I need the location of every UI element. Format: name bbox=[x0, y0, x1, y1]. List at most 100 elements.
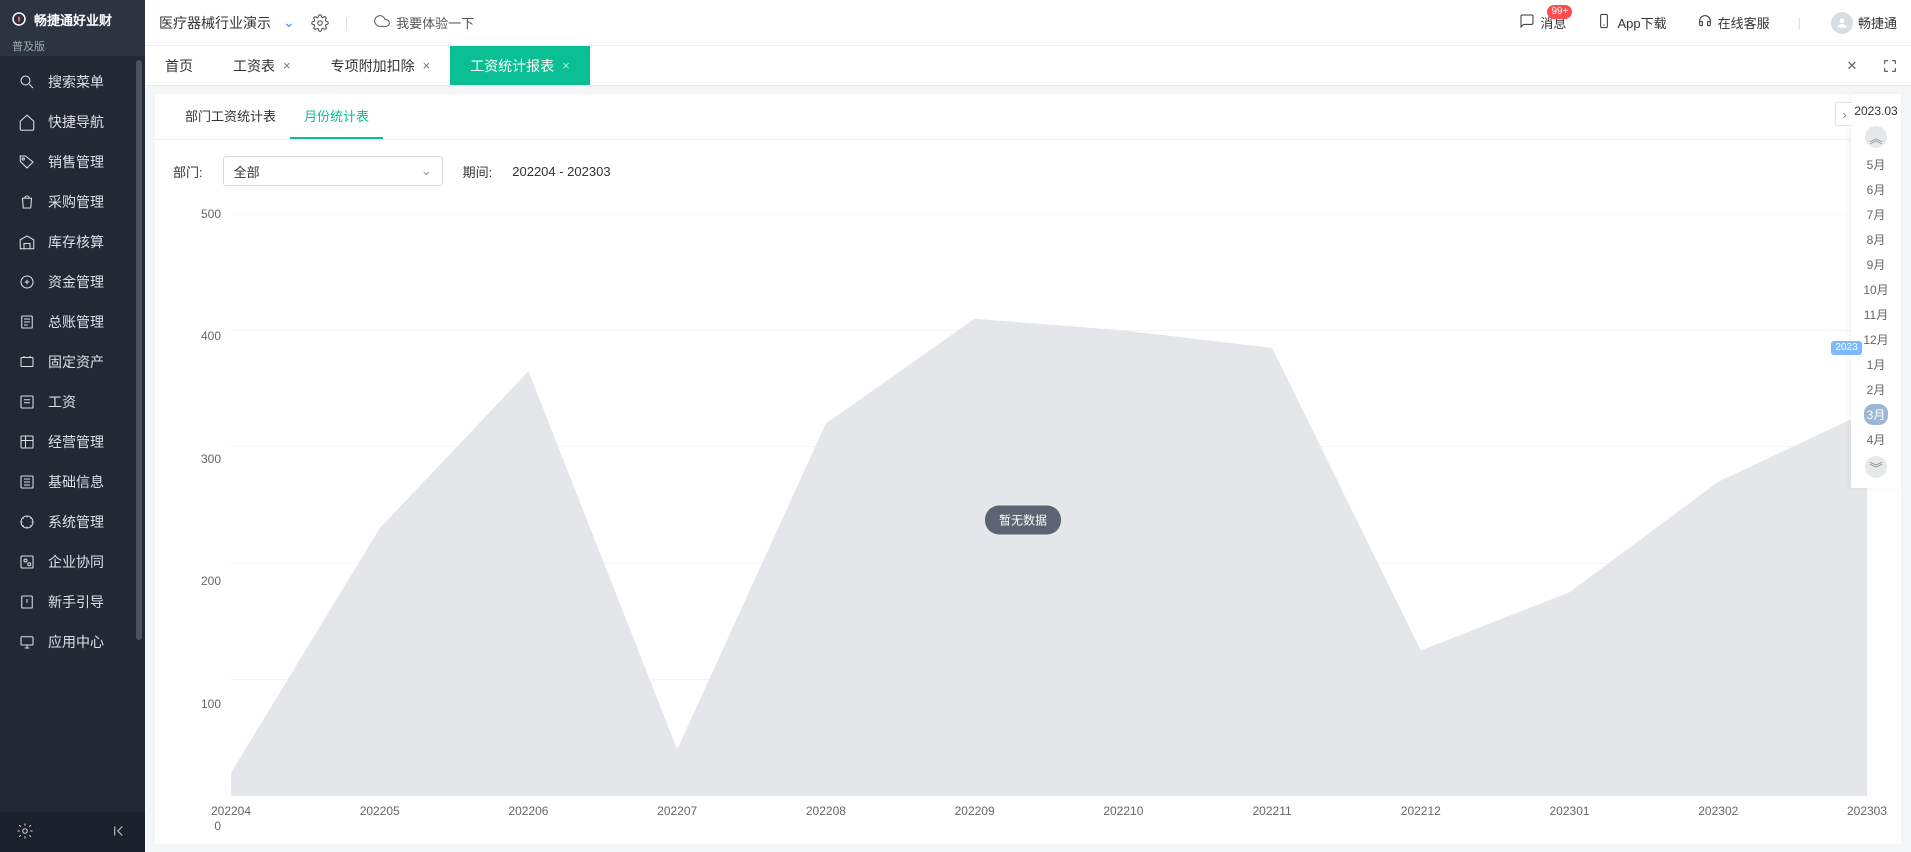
sidebar-item-9[interactable]: 经营管理 bbox=[0, 422, 145, 462]
system-icon bbox=[18, 513, 36, 531]
sidebar-item-label: 应用中心 bbox=[48, 632, 104, 652]
content-area: 部门工资统计表月份统计表 ↻ 刷新 部门: 全部 ⌄ 期间: 202204 - … bbox=[145, 86, 1911, 852]
rail-month-0[interactable]: 5月 bbox=[1864, 154, 1889, 175]
avatar-icon bbox=[1831, 12, 1853, 34]
y-tick: 500 bbox=[201, 207, 221, 221]
app-download-button[interactable]: App下载 bbox=[1596, 13, 1666, 32]
sidebar-item-label: 库存核算 bbox=[48, 232, 104, 252]
sidebar-item-5[interactable]: 资金管理 bbox=[0, 262, 145, 302]
rail-month-3[interactable]: 8月 bbox=[1864, 229, 1889, 250]
org-select[interactable]: 医疗器械行业演示 ⌄ bbox=[159, 13, 295, 33]
chart-nodata-badge: 暂无数据 bbox=[985, 506, 1061, 535]
demo-label: 我要体验一下 bbox=[396, 13, 474, 32]
wage-icon bbox=[18, 393, 36, 411]
demo-link[interactable]: 我要体验一下 bbox=[374, 13, 474, 32]
sidebar-item-label: 快捷导航 bbox=[48, 112, 104, 132]
user-menu[interactable]: 畅捷通 bbox=[1831, 12, 1897, 34]
sidebar-item-6[interactable]: 总账管理 bbox=[0, 302, 145, 342]
x-tick: 202302 bbox=[1698, 804, 1738, 818]
sidebar-item-0[interactable]: 搜索菜单 bbox=[0, 62, 145, 102]
sidebar-item-2[interactable]: 销售管理 bbox=[0, 142, 145, 182]
sidebar-item-13[interactable]: 新手引导 bbox=[0, 582, 145, 622]
sidebar-item-8[interactable]: 工资 bbox=[0, 382, 145, 422]
rail-month-10[interactable]: 3月 bbox=[1864, 404, 1889, 425]
sidebar-item-label: 采购管理 bbox=[48, 192, 104, 212]
rail-month-6[interactable]: 11月 bbox=[1861, 304, 1891, 325]
brand-name: 畅捷通好业财 bbox=[34, 10, 112, 29]
sidebar-item-10[interactable]: 基础信息 bbox=[0, 462, 145, 502]
settings-icon[interactable] bbox=[16, 822, 34, 843]
sidebar-item-14[interactable]: 应用中心 bbox=[0, 622, 145, 662]
rail-month-9[interactable]: 2月 bbox=[1864, 379, 1889, 400]
rail-month-5[interactable]: 10月 bbox=[1860, 279, 1891, 300]
tag-icon bbox=[18, 153, 36, 171]
sidebar-item-7[interactable]: 固定资产 bbox=[0, 342, 145, 382]
sidebar-item-1[interactable]: 快捷导航 bbox=[0, 102, 145, 142]
rail-scroll-down-button[interactable]: ︾ bbox=[1865, 456, 1887, 478]
settings-gear-button[interactable] bbox=[309, 12, 331, 34]
dept-select-value: 全部 bbox=[234, 162, 260, 181]
phone-icon bbox=[1596, 13, 1612, 32]
sidebar-item-12[interactable]: 企业协同 bbox=[0, 542, 145, 582]
rail-scroll-up-button[interactable]: ︽ bbox=[1865, 126, 1887, 148]
coin-icon bbox=[18, 273, 36, 291]
sidebar-item-label: 固定资产 bbox=[48, 352, 104, 372]
subtab-1[interactable]: 月份统计表 bbox=[290, 94, 383, 139]
sidebar-bottom bbox=[0, 812, 145, 852]
rail-month-8[interactable]: 1月 bbox=[1864, 354, 1889, 375]
x-tick: 202207 bbox=[657, 804, 697, 818]
period-value: 202204 - 202303 bbox=[512, 164, 610, 179]
rail-month-1[interactable]: 6月 bbox=[1864, 179, 1889, 200]
y-tick: 200 bbox=[201, 574, 221, 588]
tab-3[interactable]: 工资统计报表× bbox=[450, 46, 590, 85]
tab-0[interactable]: 首页 bbox=[145, 46, 213, 85]
sidebar-menu: 搜索菜单快捷导航销售管理采购管理库存核算资金管理总账管理固定资产工资经营管理基础… bbox=[0, 56, 145, 812]
x-tick: 202210 bbox=[1103, 804, 1143, 818]
sidebar-item-3[interactable]: 采购管理 bbox=[0, 182, 145, 222]
tab-close-icon[interactable]: × bbox=[423, 58, 431, 73]
report-panel: 部门工资统计表月份统计表 ↻ 刷新 部门: 全部 ⌄ 期间: 202204 - … bbox=[155, 94, 1901, 844]
fullscreen-button[interactable] bbox=[1875, 51, 1905, 81]
tab-2[interactable]: 专项附加扣除 × bbox=[311, 46, 451, 85]
rail-month-7[interactable]: 12月 bbox=[1860, 329, 1891, 350]
sidebar-brand: 畅捷通好业财 bbox=[0, 0, 145, 38]
tab-label: 工资表 bbox=[233, 56, 275, 76]
rail-month-4[interactable]: 9月 bbox=[1864, 254, 1889, 275]
user-name: 畅捷通 bbox=[1858, 13, 1897, 32]
sidebar-scrollbar[interactable] bbox=[135, 60, 143, 812]
support-label: 在线客服 bbox=[1718, 13, 1770, 32]
tabbar: 首页工资表×专项附加扣除×工资统计报表× ✕ bbox=[145, 46, 1911, 86]
rail-month-2[interactable]: 7月 bbox=[1864, 204, 1889, 225]
sidebar-item-label: 资金管理 bbox=[48, 272, 104, 292]
dept-select[interactable]: 全部 ⌄ bbox=[223, 156, 443, 186]
sidebar-item-label: 工资 bbox=[48, 392, 76, 412]
subtab-0[interactable]: 部门工资统计表 bbox=[171, 94, 290, 139]
sidebar-item-11[interactable]: 系统管理 bbox=[0, 502, 145, 542]
sidebar-item-label: 经营管理 bbox=[48, 432, 104, 452]
search-icon bbox=[18, 73, 36, 91]
chart: 0100200300400500 20220420220520220620220… bbox=[179, 214, 1867, 826]
app-download-label: App下载 bbox=[1617, 13, 1666, 32]
close-all-tabs-button[interactable]: ✕ bbox=[1837, 51, 1867, 81]
topbar: 医疗器械行业演示 ⌄ | 我要体验一下 消息 99+ App下载 bbox=[145, 0, 1911, 46]
tab-label: 专项附加扣除 bbox=[331, 56, 415, 76]
tab-1[interactable]: 工资表 × bbox=[213, 46, 311, 85]
chevron-down-icon: ⌄ bbox=[421, 163, 432, 179]
sidebar-item-4[interactable]: 库存核算 bbox=[0, 222, 145, 262]
support-button[interactable]: 在线客服 bbox=[1697, 13, 1770, 32]
rail-month-11[interactable]: 4月 bbox=[1864, 429, 1889, 450]
report-subtabs: 部门工资统计表月份统计表 bbox=[155, 94, 1901, 140]
collapse-icon[interactable] bbox=[111, 822, 129, 843]
period-label: 期间: bbox=[463, 162, 493, 181]
rail-toggle-button[interactable]: › bbox=[1835, 102, 1853, 126]
x-tick: 202208 bbox=[806, 804, 846, 818]
asset-icon bbox=[18, 353, 36, 371]
guide-icon bbox=[18, 593, 36, 611]
sidebar-item-label: 系统管理 bbox=[48, 512, 104, 532]
manage-icon bbox=[18, 433, 36, 451]
message-button[interactable]: 消息 99+ bbox=[1519, 13, 1566, 32]
tab-close-icon[interactable]: × bbox=[283, 58, 291, 73]
dept-label: 部门: bbox=[173, 162, 203, 181]
brand-logo-icon bbox=[10, 10, 28, 28]
tab-close-icon[interactable]: × bbox=[562, 58, 570, 73]
